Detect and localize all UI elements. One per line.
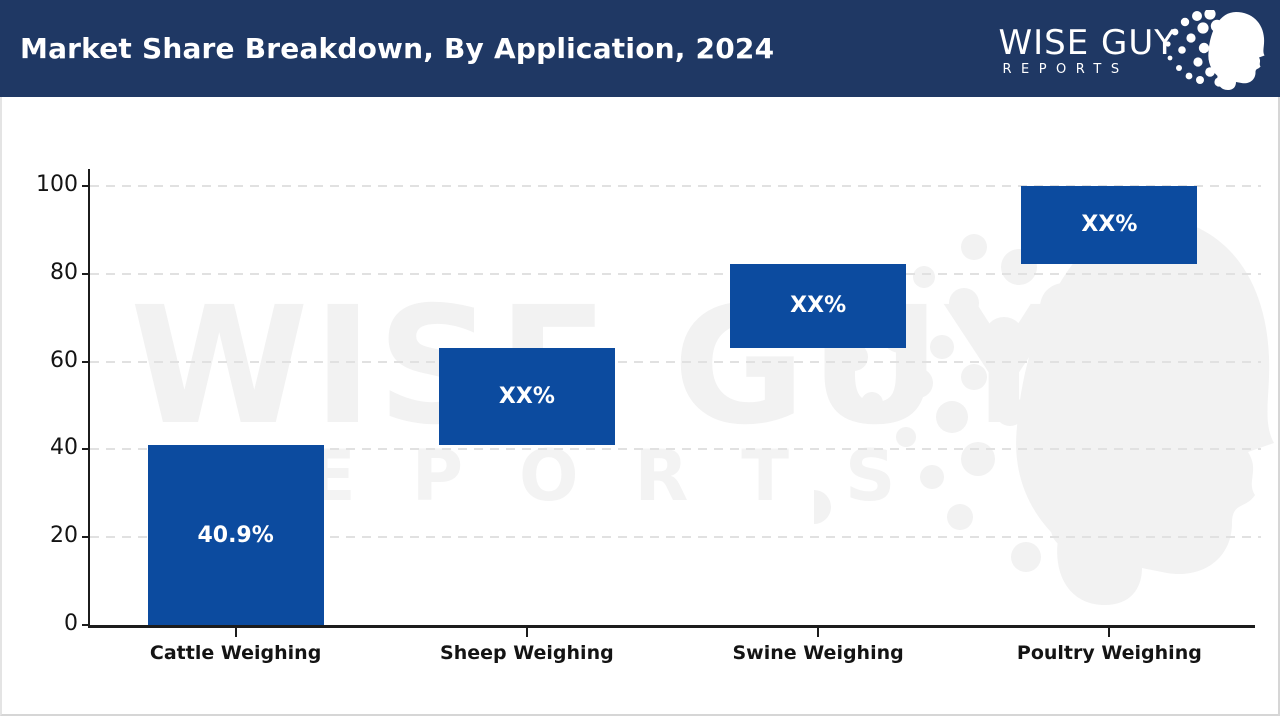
y-axis-tick [82,536,90,539]
y-axis-tick [82,360,90,363]
watermark-head-icon [814,216,1274,606]
y-tick-label: 20 [50,523,78,549]
y-tick-label: 0 [64,611,78,636]
y-gridline [90,185,1261,187]
y-gridline [90,272,1261,275]
y-axis-tick [82,448,90,451]
waterfall-bar: XX% [730,263,907,348]
waterfall-bar: XX% [1021,186,1198,264]
y-tick-label: 40 [50,435,78,461]
bar-value-label: XX% [790,293,847,319]
y-axis-line [88,169,90,627]
header-bar: Market Share Breakdown, By Application, … [0,0,1280,97]
bar-value-label: 40.9% [197,522,274,548]
y-gridline [90,448,1261,451]
y-tick-label: 100 [36,172,78,197]
y-tick-label: 60 [50,347,78,373]
x-tick-label: Swine Weighing [732,642,904,664]
x-axis-line [88,625,1255,628]
y-gridline [90,360,1261,363]
bar-value-label: XX% [1081,212,1138,238]
x-tick-label: Cattle Weighing [149,642,322,664]
x-axis-tick [234,627,237,637]
y-axis-tick [82,185,90,187]
y-axis-tick [82,624,90,626]
x-tick-label: Sheep Weighing [440,642,614,664]
logo-sub-text: REPORTS [1002,61,1129,77]
x-axis-tick [1108,627,1111,637]
bar-value-label: XX% [498,383,555,409]
logo-brand-text: WISE GUY [998,22,1176,63]
wiseguy-head-icon [1165,9,1265,90]
waterfall-bar: 40.9% [147,445,324,625]
y-tick-label: 80 [50,259,78,285]
x-axis-tick [817,627,820,637]
y-gridline [90,536,1261,539]
wiseguy-logo: WISE GUY REPORTS [998,9,1266,92]
page-title: Market Share Breakdown, By Application, … [20,32,775,65]
y-axis-tick [82,272,90,275]
logo-text: WISE GUY REPORTS [998,26,1176,76]
x-tick-label: Poultry Weighing [1016,642,1202,664]
x-axis-tick [525,627,528,637]
waterfall-bar: XX% [438,347,615,446]
chart-canvas: WISE GUY REPORTS 0 20 40 60 80 100 40.9% Cattle… [0,97,1280,716]
